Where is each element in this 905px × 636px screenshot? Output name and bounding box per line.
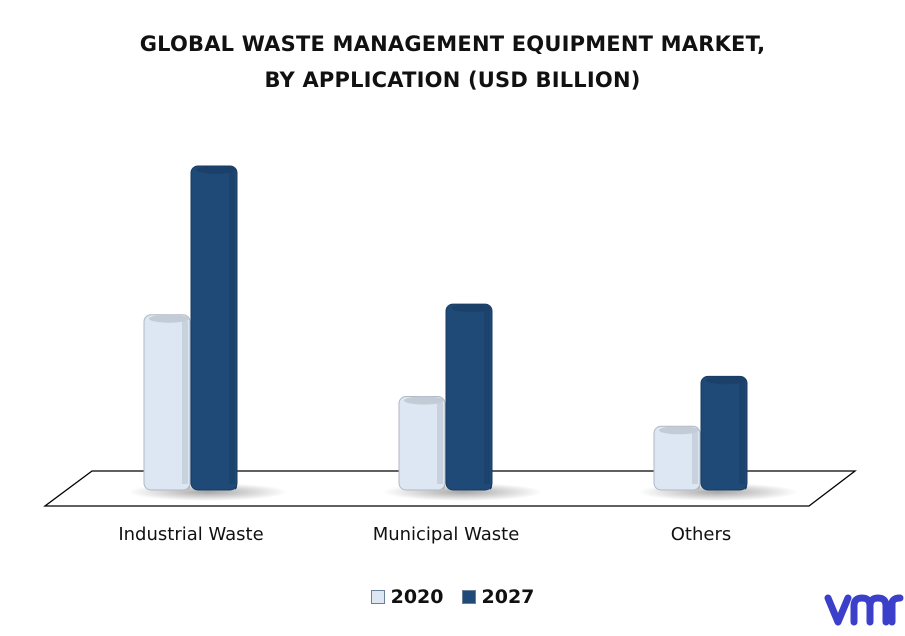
legend-swatch-2020 [370,590,385,604]
chart-title: GLOBAL WASTE MANAGEMENT EQUIPMENT MARKET… [0,26,905,98]
legend-label-2020: 2020 [390,586,444,608]
legend-label-2027: 2027 [481,586,535,608]
legend: 2020 2027 [0,586,905,608]
bar-2027-municipal-waste [445,303,493,491]
legend-item-2027: 2027 [461,586,535,608]
legend-item-2020: 2020 [370,586,444,608]
vmr-logo [824,594,904,626]
chart-title-line-2: BY APPLICATION (USD BILLION) [264,68,641,92]
bar-2020-industrial-waste [143,314,191,491]
category-label: Others [671,524,732,545]
category-label: Municipal Waste [373,524,520,545]
legend-swatch-2027 [461,590,476,604]
chart-title-line-1: GLOBAL WASTE MANAGEMENT EQUIPMENT MARKET… [139,32,766,56]
bar-2020-others [653,425,701,491]
bar-2027-others [700,375,748,491]
bar-2020-municipal-waste [398,396,446,491]
bar-2027-industrial-waste [190,165,238,491]
category-label: Industrial Waste [118,524,263,545]
